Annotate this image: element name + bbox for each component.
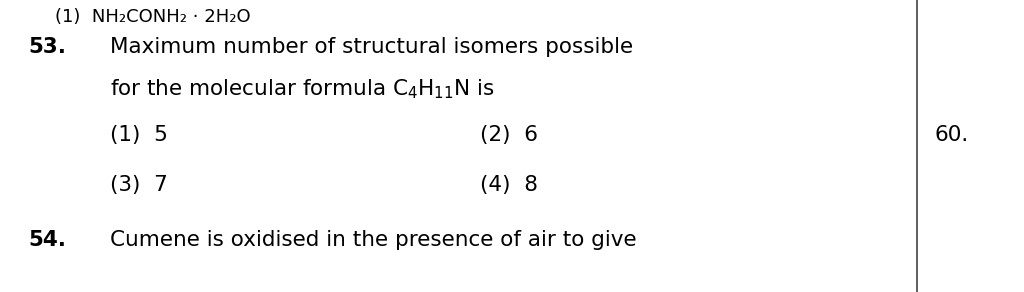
Text: (3)  7: (3) 7 (110, 175, 168, 195)
Text: 53.: 53. (28, 37, 66, 57)
Text: (4)  8: (4) 8 (480, 175, 538, 195)
Text: Maximum number of structural isomers possible: Maximum number of structural isomers pos… (110, 37, 633, 57)
Text: (2)  6: (2) 6 (480, 125, 538, 145)
Text: 60.: 60. (935, 125, 970, 145)
Text: (1)  5: (1) 5 (110, 125, 168, 145)
Text: for the molecular formula C$_4$H$_{11}$N is: for the molecular formula C$_4$H$_{11}$N… (110, 77, 495, 101)
Text: 54.: 54. (28, 230, 66, 250)
Text: (1)  NH₂CONH₂ · 2H₂O: (1) NH₂CONH₂ · 2H₂O (55, 8, 251, 26)
Text: Cumene is oxidised in the presence of air to give: Cumene is oxidised in the presence of ai… (110, 230, 637, 250)
